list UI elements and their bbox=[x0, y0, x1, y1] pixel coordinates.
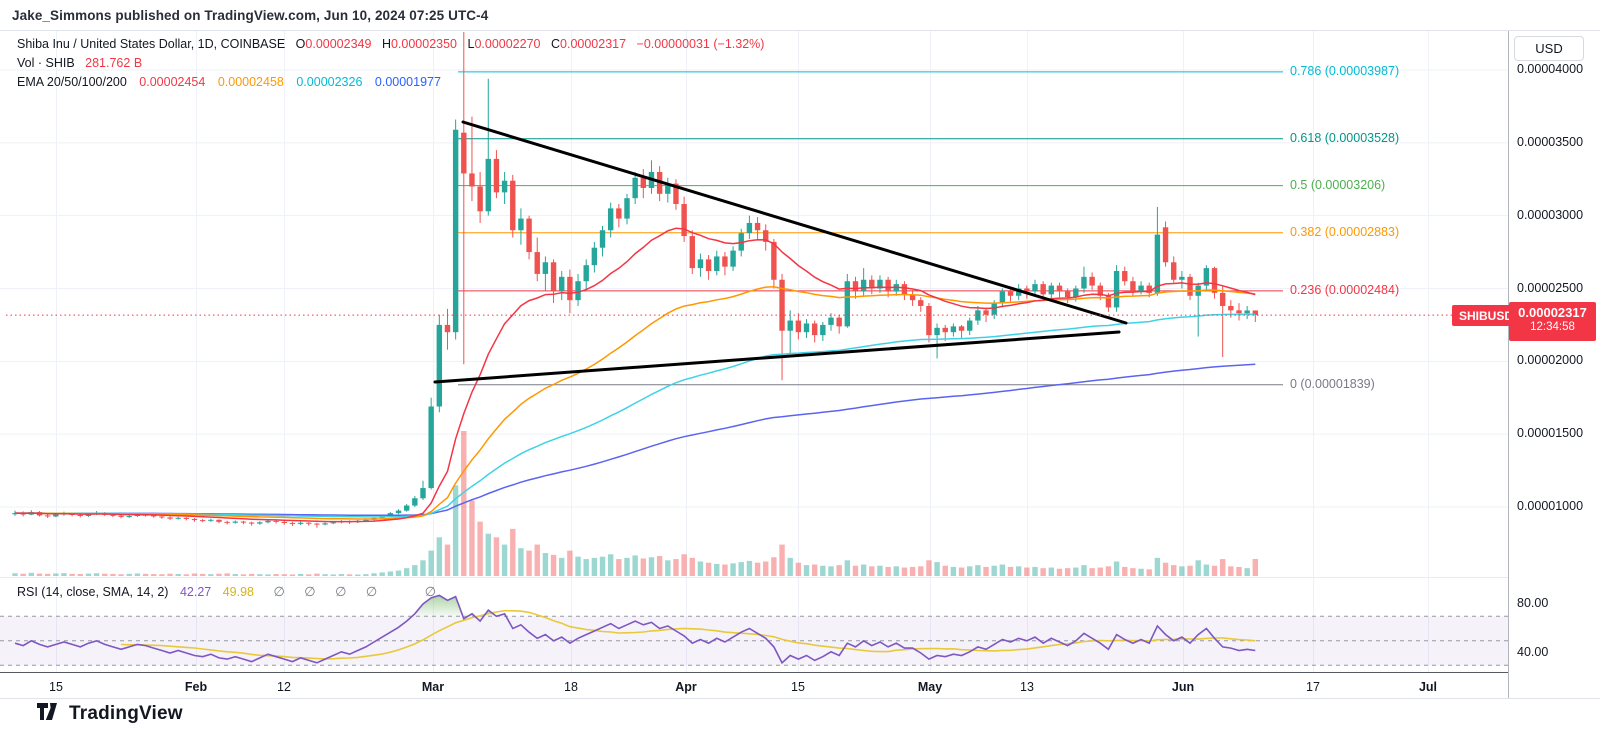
time-axis-label: Feb bbox=[184, 680, 208, 694]
time-axis-label: Jun bbox=[1171, 680, 1195, 694]
gridlines bbox=[0, 31, 1508, 672]
footer: TradingView bbox=[36, 702, 183, 725]
time-axis-label: 15 bbox=[791, 680, 805, 694]
time-axis-label: Mar bbox=[421, 680, 445, 694]
fib-level-label: 0.786 (0.00003987) bbox=[1290, 63, 1400, 78]
time-axis-label: May bbox=[917, 680, 943, 694]
fib-level-label: 0.618 (0.00003528) bbox=[1290, 130, 1400, 145]
price-axis-label: 0.00001000 bbox=[1517, 499, 1584, 513]
time-axis-label: 15 bbox=[49, 680, 63, 694]
time-axis-label: Jul bbox=[1418, 680, 1438, 694]
price-axis-label: 0.00004000 bbox=[1517, 62, 1584, 76]
time-axis-label: Apr bbox=[675, 680, 697, 694]
rsi-axis-label: 40.00 bbox=[1517, 645, 1549, 659]
ema-lines bbox=[14, 227, 1256, 523]
time-axis-label: 13 bbox=[1020, 680, 1034, 694]
fib-level-label: 0.382 (0.00002883) bbox=[1290, 224, 1400, 239]
currency-toggle-button[interactable]: USD bbox=[1514, 36, 1584, 61]
pane-borders bbox=[0, 31, 1600, 699]
tradingview-logo-icon[interactable] bbox=[36, 702, 61, 725]
fib-level-label: 0.5 (0.00003206) bbox=[1290, 177, 1386, 192]
fib-level-label: 0 (0.00001839) bbox=[1290, 376, 1375, 391]
rsi-pane bbox=[0, 594, 1508, 666]
price-axis-label: 0.00003500 bbox=[1517, 134, 1584, 149]
last-price-value: 0.00002317 bbox=[1518, 305, 1587, 320]
price-axis-label: 0.00002500 bbox=[1517, 280, 1584, 295]
time-axis-label: 18 bbox=[564, 680, 578, 694]
time-axis-label: 12 bbox=[277, 680, 291, 694]
fib-retracement-lines[interactable] bbox=[458, 71, 1283, 386]
price-axis-label: 0.00001500 bbox=[1517, 426, 1584, 441]
last-price-tag: 0.00002317 12:34:58 bbox=[1509, 302, 1596, 341]
symbol-price-flag: SHIBUSD bbox=[1452, 305, 1521, 326]
attribution-bar: Jake_Simmons published on TradingView.co… bbox=[0, 0, 1600, 31]
price-axis-label: 0.00003000 bbox=[1517, 207, 1584, 222]
trendlines[interactable] bbox=[433, 120, 1128, 384]
fib-level-label: 0.236 (0.00002484) bbox=[1290, 282, 1400, 297]
price-axis[interactable] bbox=[1509, 31, 1600, 698]
bar-countdown: 12:34:58 bbox=[1530, 321, 1575, 333]
candles-layer bbox=[12, 32, 1259, 528]
rsi-axis-label: 80.00 bbox=[1517, 596, 1549, 610]
price-axis-label: 0.00002000 bbox=[1517, 353, 1584, 368]
time-axis-label: 17 bbox=[1306, 680, 1320, 694]
attribution-text: Jake_Simmons published on TradingView.co… bbox=[12, 7, 489, 23]
tradingview-brand-text[interactable]: TradingView bbox=[69, 702, 183, 724]
volume-bars bbox=[12, 431, 1259, 576]
